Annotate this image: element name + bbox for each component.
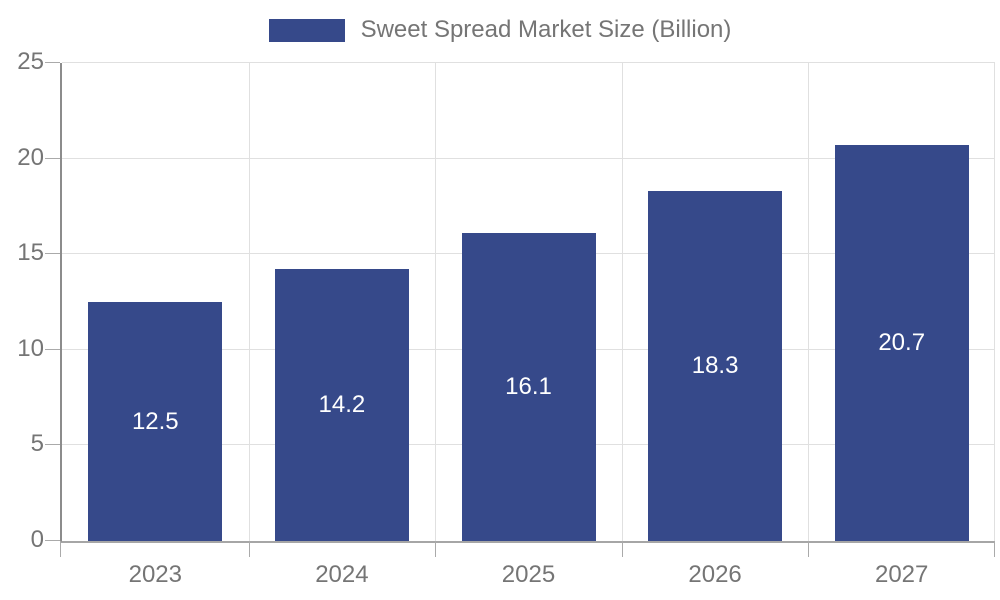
bar[interactable]: 12.5	[88, 302, 223, 541]
x-axis-label: 2025	[501, 561, 556, 588]
x-tick	[994, 541, 995, 557]
x-axis-label: 2023	[128, 561, 182, 588]
plot-area: 0 5 10 15 20 25 12.5 2023 14.2 2024 16.1 2025 18.3 20…	[17, 50, 995, 587]
x-gridline	[248, 63, 250, 541]
y-tick	[45, 444, 60, 446]
bar-value-label: 18.3	[691, 352, 739, 380]
y-tick	[45, 157, 60, 159]
bar[interactable]: 16.1	[461, 233, 596, 541]
y-axis-label: 20	[17, 143, 44, 171]
y-gridline	[62, 157, 995, 159]
bar-value-label: 16.1	[505, 373, 552, 401]
y-axis-label: 25	[17, 48, 44, 76]
bar-value-label: 20.7	[878, 329, 926, 357]
x-tick	[808, 541, 810, 557]
bar-value-label: 12.5	[131, 407, 179, 435]
bar[interactable]: 20.7	[834, 145, 969, 541]
bar-value-label: 14.2	[318, 391, 366, 419]
bar[interactable]: 18.3	[648, 191, 783, 541]
y-tick	[45, 540, 60, 541]
x-axis-label: 2026	[688, 561, 742, 588]
y-axis-label: 0	[30, 526, 44, 554]
x-gridline	[435, 63, 437, 541]
y-tick	[45, 348, 60, 350]
x-tick	[60, 541, 61, 557]
x-axis-label: 2027	[874, 561, 929, 588]
x-tick	[621, 541, 623, 557]
y-gridline	[62, 62, 995, 63]
y-tick	[45, 253, 60, 255]
x-gridline	[994, 63, 995, 541]
x-gridline	[621, 63, 623, 541]
x-tick	[435, 541, 437, 557]
x-tick	[248, 541, 250, 557]
bar[interactable]: 14.2	[274, 269, 409, 541]
legend-swatch	[268, 18, 345, 42]
y-axis-label: 10	[17, 334, 44, 362]
y-axis-label: 15	[17, 239, 44, 267]
x-gridline	[808, 63, 810, 541]
legend-item[interactable]: Sweet Spread Market Size (Billion)	[0, 16, 1000, 44]
legend-label: Sweet Spread Market Size (Billion)	[360, 16, 732, 43]
y-axis-label: 5	[30, 430, 44, 458]
y-tick	[45, 62, 60, 63]
x-axis-label: 2024	[315, 561, 369, 588]
